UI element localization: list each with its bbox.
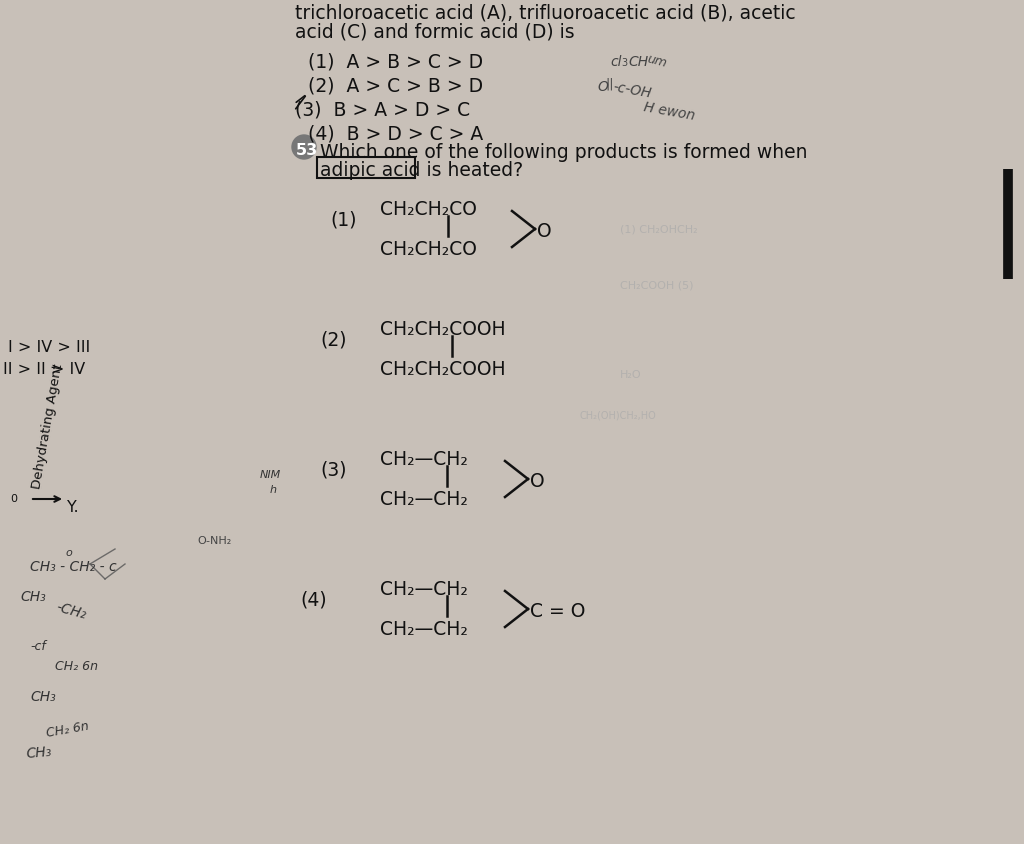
Text: CH₂—CH₂: CH₂—CH₂ xyxy=(380,579,468,598)
Text: CH₂(OH)CH₂,HO: CH₂(OH)CH₂,HO xyxy=(580,409,656,419)
Text: CH₃: CH₃ xyxy=(25,744,52,760)
Text: trichloroacetic acid (A), trifluoroacetic acid (B), acetic: trichloroacetic acid (A), trifluoroaceti… xyxy=(295,3,796,22)
Text: 3: 3 xyxy=(621,58,627,68)
Text: -CH₂: -CH₂ xyxy=(55,599,88,620)
Text: CH₂—CH₂: CH₂—CH₂ xyxy=(380,619,468,638)
Text: H ewon: H ewon xyxy=(642,100,695,122)
Text: cl: cl xyxy=(610,55,622,69)
Text: (1)  A > B > C > D: (1) A > B > C > D xyxy=(308,52,483,71)
Text: Which one of the following products is formed when: Which one of the following products is f… xyxy=(321,143,808,162)
Text: um: um xyxy=(646,52,669,70)
Text: CH₂ 6n: CH₂ 6n xyxy=(45,719,90,739)
Text: C = O: C = O xyxy=(530,601,586,620)
Text: (2): (2) xyxy=(321,330,346,349)
Text: CH₂ 6n: CH₂ 6n xyxy=(55,659,98,672)
Text: O-NH₂: O-NH₂ xyxy=(197,535,231,545)
Text: O: O xyxy=(530,472,545,490)
Text: -cf: -cf xyxy=(30,639,46,652)
Text: (3)  B > A > D > C: (3) B > A > D > C xyxy=(295,100,470,119)
Text: CH₃: CH₃ xyxy=(20,589,46,603)
Text: (3): (3) xyxy=(321,459,346,479)
Text: 0: 0 xyxy=(10,494,17,503)
Text: h: h xyxy=(270,484,278,495)
Text: CH₂CH₂COOH: CH₂CH₂COOH xyxy=(380,320,506,338)
Text: (1): (1) xyxy=(330,210,356,229)
Text: Y.: Y. xyxy=(67,500,79,514)
Text: II > II > IV: II > II > IV xyxy=(3,361,85,376)
Text: CH₂COOH (5): CH₂COOH (5) xyxy=(620,279,693,289)
Text: CH₃ - CH₂ - c: CH₃ - CH₂ - c xyxy=(30,560,117,573)
Text: o: o xyxy=(65,548,72,557)
Text: H₂O: H₂O xyxy=(620,370,642,380)
Text: O: O xyxy=(537,222,552,241)
Text: (4)  B > D > C > A: (4) B > D > C > A xyxy=(308,124,483,143)
Text: adipic acid is heated?: adipic acid is heated? xyxy=(321,161,523,180)
Text: ||: || xyxy=(605,77,613,90)
Text: CH₂CH₂CO: CH₂CH₂CO xyxy=(380,200,477,219)
Text: CH₂CH₂COOH: CH₂CH₂COOH xyxy=(380,360,506,379)
Text: NIM: NIM xyxy=(260,469,282,479)
Text: I > IV > III: I > IV > III xyxy=(8,339,90,354)
Text: Dehydrating Agent: Dehydrating Agent xyxy=(30,362,65,490)
Text: CH₃: CH₃ xyxy=(30,690,55,703)
Text: (2)  A > C > B > D: (2) A > C > B > D xyxy=(308,76,483,95)
Circle shape xyxy=(292,136,316,160)
Text: CH₂—CH₂: CH₂—CH₂ xyxy=(380,490,468,508)
Text: 53: 53 xyxy=(296,143,318,158)
Text: (4): (4) xyxy=(300,589,327,609)
Text: CH₂—CH₂: CH₂—CH₂ xyxy=(380,450,468,468)
Text: CH: CH xyxy=(628,55,648,69)
Text: CH₂CH₂CO: CH₂CH₂CO xyxy=(380,240,477,259)
Text: (1) CH₂OHCH₂: (1) CH₂OHCH₂ xyxy=(620,225,697,235)
Text: acid (C) and formic acid (D) is: acid (C) and formic acid (D) is xyxy=(295,22,574,41)
Text: O: O xyxy=(597,80,608,94)
Text: -c-OH: -c-OH xyxy=(612,80,652,100)
